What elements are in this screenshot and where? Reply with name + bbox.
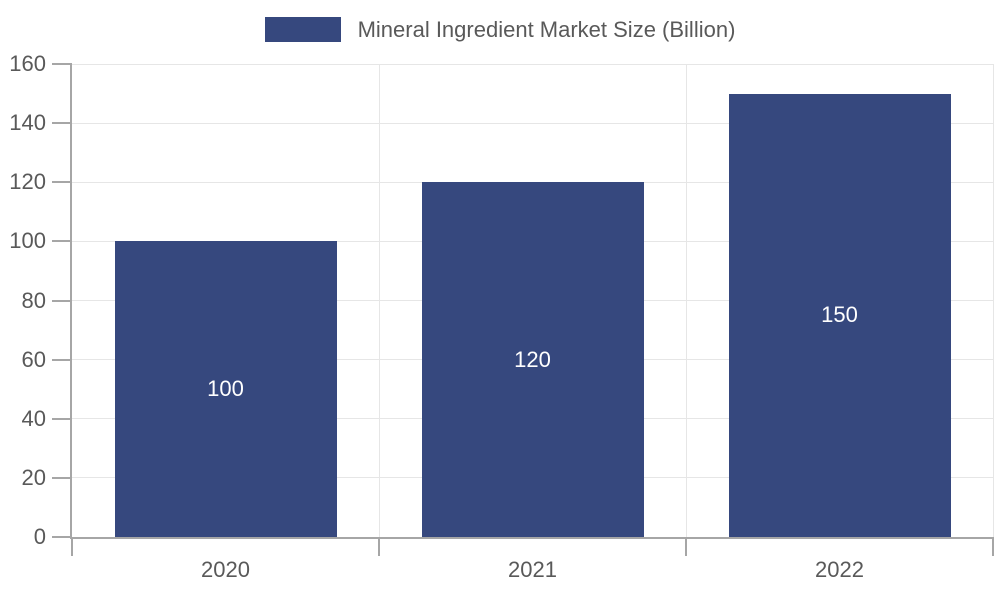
- legend-swatch: [264, 17, 341, 42]
- bar: [114, 241, 337, 537]
- x-axis-tick: [71, 537, 73, 556]
- bar-value-label: 120: [514, 346, 551, 372]
- gridline-x: [378, 64, 380, 537]
- y-axis-tick: [52, 63, 72, 65]
- bar-value-label: 100: [207, 376, 244, 402]
- y-axis-tick: [52, 181, 72, 184]
- bar-value-label: 150: [821, 302, 858, 328]
- bar: [421, 182, 644, 537]
- gridline-y: [72, 63, 993, 65]
- y-tick-label: 120: [9, 169, 46, 195]
- gridline-y: [72, 122, 993, 124]
- bar: [728, 93, 951, 537]
- x-axis-tick: [685, 537, 687, 556]
- y-tick-label: 160: [9, 50, 46, 76]
- y-tick-label: 60: [21, 346, 46, 372]
- y-tick-label: 40: [21, 405, 46, 431]
- legend-label: Mineral Ingredient Market Size (Billion): [357, 17, 736, 42]
- y-axis-tick: [52, 476, 72, 479]
- x-tick-label: 2022: [815, 557, 864, 582]
- gridline-x: [685, 64, 687, 537]
- y-axis-tick: [52, 122, 72, 125]
- gridline-x: [992, 64, 994, 537]
- y-tick-label: 80: [21, 287, 46, 313]
- legend[interactable]: Mineral Ingredient Market Size (Billion): [0, 17, 1000, 42]
- y-axis-line: [70, 64, 72, 537]
- x-axis-tick: [992, 537, 994, 556]
- y-axis-tick: [52, 358, 72, 361]
- y-axis-tick: [52, 417, 72, 420]
- y-axis-tick: [52, 299, 72, 302]
- y-tick-label: 140: [9, 110, 46, 136]
- y-axis-tick: [52, 536, 72, 538]
- x-tick-label: 2020: [201, 557, 250, 582]
- x-axis-tick: [378, 537, 380, 556]
- y-tick-label: 0: [33, 523, 46, 549]
- x-axis-line: [70, 537, 993, 539]
- y-tick-label: 100: [9, 228, 46, 254]
- y-tick-label: 20: [21, 464, 46, 490]
- x-tick-label: 2021: [508, 557, 557, 582]
- y-axis-tick: [52, 240, 72, 243]
